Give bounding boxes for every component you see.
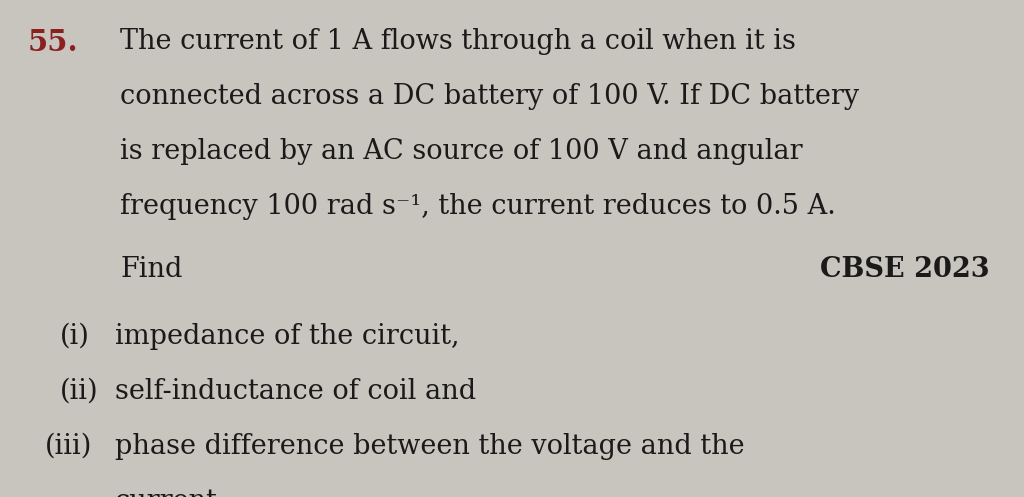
Text: self-inductance of coil and: self-inductance of coil and [115, 378, 476, 405]
Text: The current of 1 A flows through a coil when it is: The current of 1 A flows through a coil … [120, 28, 796, 55]
Text: (iii): (iii) [45, 433, 92, 460]
Text: is replaced by an AC source of 100 V and angular: is replaced by an AC source of 100 V and… [120, 138, 803, 165]
Text: connected across a DC battery of 100 V. If DC battery: connected across a DC battery of 100 V. … [120, 83, 859, 110]
Text: frequency 100 rad s⁻¹, the current reduces to 0.5 A.: frequency 100 rad s⁻¹, the current reduc… [120, 193, 836, 220]
Text: current.: current. [115, 488, 226, 497]
Text: phase difference between the voltage and the: phase difference between the voltage and… [115, 433, 744, 460]
Text: impedance of the circuit,: impedance of the circuit, [115, 323, 460, 350]
Text: Find: Find [120, 256, 182, 283]
Text: CBSE 2023: CBSE 2023 [820, 256, 990, 283]
Text: (i): (i) [60, 323, 90, 350]
Text: 55.: 55. [28, 28, 79, 57]
Text: (ii): (ii) [60, 378, 98, 405]
